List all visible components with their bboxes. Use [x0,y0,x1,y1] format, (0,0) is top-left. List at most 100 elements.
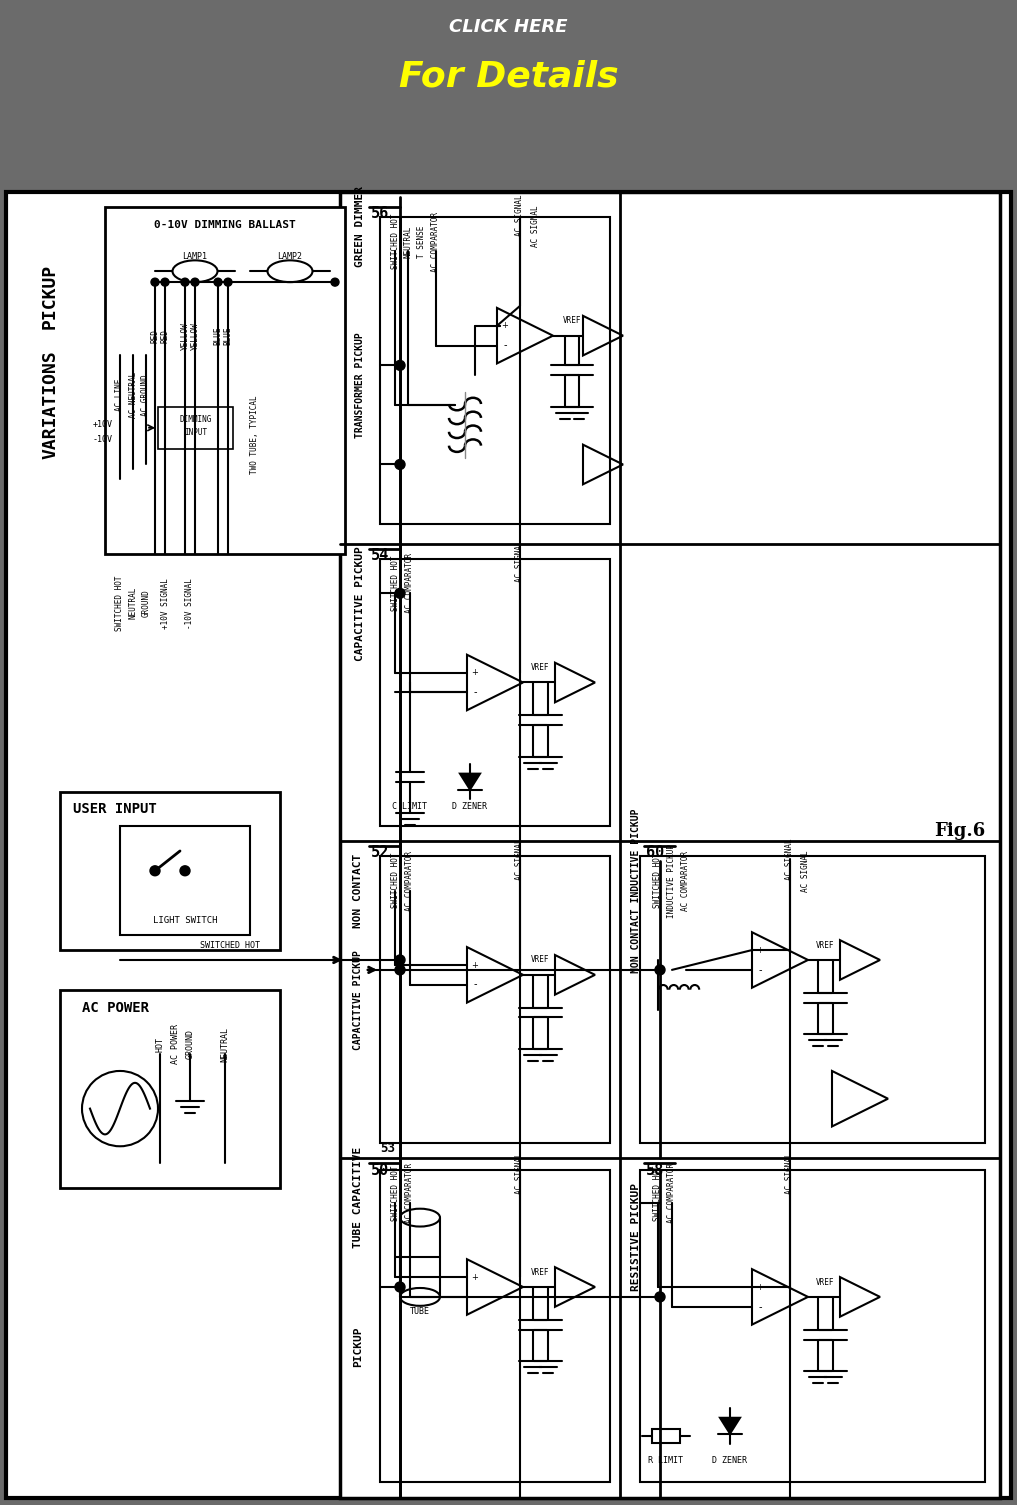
Text: AC POWER: AC POWER [171,1025,179,1064]
Bar [640,1169,985,1482]
Text: GROUND: GROUND [185,1029,194,1060]
Text: SWITCHED HOT: SWITCHED HOT [116,575,124,631]
Circle shape [395,360,405,370]
Text: AC POWER: AC POWER [81,1001,148,1014]
Text: PICKUP: PICKUP [41,263,59,328]
Text: NEUTRAL: NEUTRAL [128,587,137,620]
Text: AC SIGNAL: AC SIGNAL [516,838,525,880]
Text: VREF: VREF [531,956,549,965]
Text: NEUTRAL: NEUTRAL [221,1026,230,1061]
Text: VARIATIONS: VARIATIONS [41,351,59,459]
Text: AC SIGNAL: AC SIGNAL [516,194,525,236]
Circle shape [655,965,665,975]
Circle shape [395,1282,405,1291]
Bar [652,1428,680,1443]
Text: SWITCHED HOT: SWITCHED HOT [391,1165,400,1221]
Text: AC COMPARATOR: AC COMPARATOR [431,212,440,271]
Text: C LIMIT: C LIMIT [393,802,427,811]
Text: AC SIGNAL: AC SIGNAL [516,540,525,582]
Text: TUBE: TUBE [410,1308,430,1317]
Text: +: + [472,668,478,677]
Polygon shape [460,774,480,790]
Text: AC SIGNAL: AC SIGNAL [516,1153,525,1193]
Text: PICKUP: PICKUP [353,1326,363,1367]
Text: CAPACITIVE PICKUP: CAPACITIVE PICKUP [353,950,363,1049]
Text: AC COMPARATOR: AC COMPARATOR [406,850,415,911]
Circle shape [331,278,339,286]
Text: AC SIGNAL: AC SIGNAL [785,838,794,880]
Text: +: + [757,945,764,954]
Bar [380,217,610,524]
Circle shape [395,965,405,975]
Text: USER INPUT: USER INPUT [73,802,157,816]
Text: TWO TUBE, TYPICAL: TWO TUBE, TYPICAL [250,396,259,474]
Text: SWITCHED HOT: SWITCHED HOT [391,555,400,611]
Text: VREF: VREF [816,941,834,950]
Text: +: + [501,322,508,331]
Circle shape [655,1291,665,1302]
Text: 53: 53 [380,1142,395,1154]
Text: CAPACITIVE PICKUP: CAPACITIVE PICKUP [355,546,365,661]
Text: HOT: HOT [156,1037,165,1052]
Bar [158,406,233,448]
Bar [60,792,280,950]
Text: -: - [503,340,506,351]
Text: BLUE: BLUE [224,327,233,345]
Text: AC SIGNAL: AC SIGNAL [785,1153,794,1193]
Text: SWITCHED HOT: SWITCHED HOT [654,853,662,909]
Circle shape [395,588,405,599]
Text: AC LINE: AC LINE [116,379,124,411]
Text: INPUT: INPUT [184,429,207,438]
Polygon shape [720,1418,740,1434]
Circle shape [224,278,232,286]
Text: SWITCHED HOT: SWITCHED HOT [391,214,400,269]
Text: VREF: VREF [531,1267,549,1276]
Text: NON CONTACT INDUCTIVE PICKUP: NON CONTACT INDUCTIVE PICKUP [631,808,641,972]
Bar [340,193,1000,1497]
Text: 60: 60 [646,846,664,861]
Text: 56: 56 [371,206,390,221]
Text: LAMP1: LAMP1 [182,251,207,260]
Text: NON CONTACT: NON CONTACT [353,853,363,927]
Text: AC COMPARATOR: AC COMPARATOR [667,1163,676,1224]
Text: +: + [757,1282,764,1291]
Text: BLUE: BLUE [214,327,223,345]
Bar [60,990,280,1187]
Text: VREF: VREF [816,1278,834,1287]
Text: -: - [759,965,762,975]
Text: +: + [472,960,478,969]
Text: -: - [473,1291,477,1302]
Text: GREEN DIMMER: GREEN DIMMER [355,187,365,268]
Text: R LIMIT: R LIMIT [649,1455,683,1464]
Text: 58: 58 [646,1162,664,1177]
Text: Fig.6: Fig.6 [935,822,985,840]
Text: DIMMING: DIMMING [180,415,213,424]
Bar [640,856,985,1144]
Text: LAMP2: LAMP2 [278,251,302,260]
Text: INDUCTIVE PICKUP: INDUCTIVE PICKUP [667,844,676,918]
Text: AC COMPARATOR: AC COMPARATOR [406,1163,415,1224]
Text: NEUTRAL: NEUTRAL [404,226,413,257]
Text: GROUND: GROUND [141,590,151,617]
Text: RED: RED [151,328,160,343]
Text: RED: RED [161,328,170,343]
Bar [380,856,610,1144]
Text: -10V: -10V [93,435,113,444]
Bar [380,558,610,826]
Text: AC SIGNAL: AC SIGNAL [531,206,539,247]
Text: -10V SIGNAL: -10V SIGNAL [185,578,194,629]
Circle shape [149,865,160,876]
Text: -: - [473,980,477,990]
Text: +10V: +10V [93,420,113,429]
Text: 52: 52 [371,846,390,861]
Bar [105,206,345,554]
Circle shape [395,459,405,470]
Text: +10V SIGNAL: +10V SIGNAL [161,578,170,629]
Text: SWITCHED HOT: SWITCHED HOT [654,1165,662,1221]
Circle shape [161,278,169,286]
Text: YELLOW: YELLOW [190,322,199,349]
Text: 54: 54 [371,548,390,563]
Text: T SENSE: T SENSE [418,226,426,257]
Text: 0-10V DIMMING BALLAST: 0-10V DIMMING BALLAST [155,220,296,230]
Circle shape [151,278,159,286]
